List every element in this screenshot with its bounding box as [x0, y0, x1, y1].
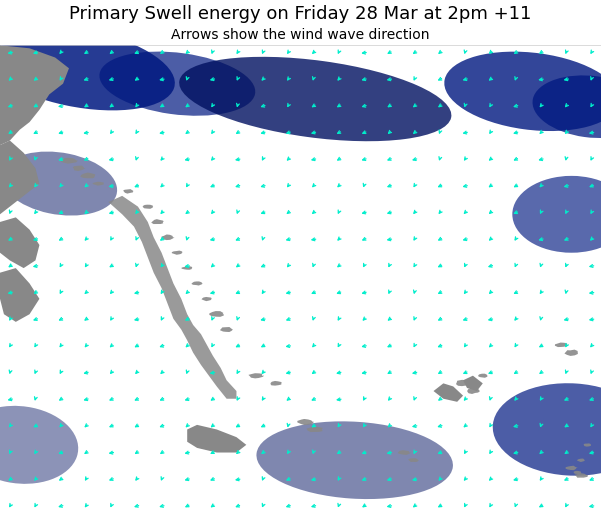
Polygon shape [187, 425, 246, 452]
Ellipse shape [444, 51, 601, 131]
Polygon shape [0, 268, 40, 322]
Polygon shape [61, 158, 78, 163]
Ellipse shape [99, 51, 255, 116]
Polygon shape [172, 251, 183, 255]
Ellipse shape [179, 57, 451, 141]
Ellipse shape [0, 26, 175, 111]
Polygon shape [201, 297, 212, 301]
Polygon shape [307, 427, 323, 432]
Polygon shape [575, 473, 588, 478]
Polygon shape [151, 219, 163, 224]
Polygon shape [584, 444, 591, 447]
Polygon shape [297, 419, 314, 425]
Polygon shape [456, 380, 471, 386]
Ellipse shape [1, 152, 117, 215]
Polygon shape [93, 182, 104, 186]
Polygon shape [142, 205, 153, 209]
Polygon shape [182, 266, 192, 270]
Polygon shape [73, 166, 85, 171]
Polygon shape [0, 140, 40, 214]
Polygon shape [270, 381, 281, 386]
Polygon shape [566, 466, 578, 470]
Text: Primary Swell energy on Friday 28 Mar at 2pm +11: Primary Swell energy on Friday 28 Mar at… [69, 5, 532, 23]
Polygon shape [191, 282, 203, 285]
Polygon shape [468, 389, 480, 394]
Polygon shape [555, 342, 569, 347]
Polygon shape [463, 376, 483, 391]
Polygon shape [433, 383, 463, 402]
Polygon shape [108, 196, 236, 399]
Polygon shape [0, 45, 69, 145]
Polygon shape [408, 458, 419, 462]
Polygon shape [220, 327, 233, 332]
Polygon shape [478, 374, 487, 378]
Ellipse shape [257, 421, 453, 499]
Polygon shape [248, 373, 264, 378]
Ellipse shape [532, 76, 601, 138]
Polygon shape [398, 450, 411, 455]
Polygon shape [577, 458, 585, 462]
Ellipse shape [512, 176, 601, 253]
Text: Arrows show the wind wave direction: Arrows show the wind wave direction [171, 28, 430, 42]
Polygon shape [209, 311, 224, 317]
Polygon shape [0, 217, 40, 268]
Ellipse shape [0, 406, 78, 484]
Ellipse shape [493, 383, 601, 476]
Polygon shape [564, 350, 578, 356]
Polygon shape [81, 173, 95, 178]
Polygon shape [162, 234, 174, 240]
Polygon shape [123, 189, 134, 194]
Polygon shape [573, 471, 581, 474]
